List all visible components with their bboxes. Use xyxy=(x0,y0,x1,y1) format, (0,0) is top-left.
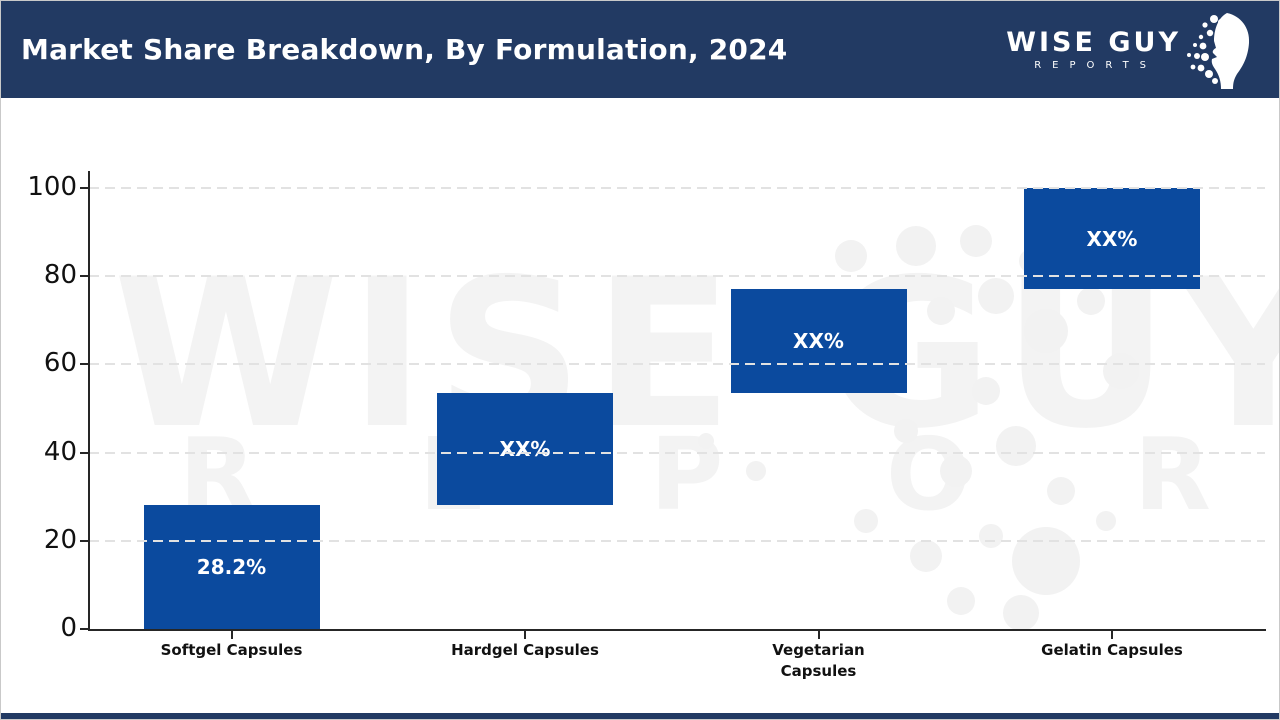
gridline-40 xyxy=(89,451,1265,454)
bar-value-label-vegetarian-capsules: XX% xyxy=(793,329,844,354)
x-category-label-softgel-capsules: Softgel Capsules xyxy=(160,641,303,659)
y-tick-label-20: 20 xyxy=(43,524,77,555)
logo-line2: REPORTS xyxy=(1034,59,1158,71)
y-tick-mark-100 xyxy=(80,187,88,189)
bar-value-label-hardgel-capsules: XX% xyxy=(499,436,551,461)
page-title: Market Share Breakdown, By Formulation, … xyxy=(21,33,788,66)
footer-bar xyxy=(1,713,1279,719)
logo-wordmark: WISE GUY REPORTS xyxy=(1006,29,1181,71)
y-tick-label-60: 60 xyxy=(43,348,77,379)
y-tick-mark-80 xyxy=(80,275,88,278)
x-axis-line xyxy=(88,629,1266,631)
bar-value-label-gelatin-capsules: XX% xyxy=(1086,226,1138,251)
y-tick-mark-20 xyxy=(80,539,88,542)
y-tick-mark-0 xyxy=(80,628,88,630)
y-tick-label-0: 0 xyxy=(60,613,77,643)
logo-face-icon xyxy=(1187,12,1250,89)
bar-hardgel-capsules: XX% xyxy=(437,393,613,505)
y-tick-mark-40 xyxy=(80,451,88,454)
x-tick-mark-gelatin-capsules xyxy=(1111,631,1113,639)
x-tick-mark-vegetarian-capsules xyxy=(817,631,820,639)
bar-gelatin-capsules: XX% xyxy=(1024,188,1200,290)
wise-guy-logo: WISE GUY REPORTS xyxy=(1006,10,1253,90)
x-category-label-vegetarian-capsules: Vegetarian Capsules xyxy=(772,641,865,680)
bar-value-label-softgel-capsules: 28.2% xyxy=(196,554,267,579)
x-tick-mark-hardgel-capsules xyxy=(524,631,526,639)
y-axis-line xyxy=(88,171,90,631)
gridline-20 xyxy=(89,539,1265,542)
gridline-100 xyxy=(89,187,1265,189)
bar-softgel-capsules: 28.2% xyxy=(143,504,320,629)
x-tick-mark-softgel-capsules xyxy=(230,631,233,639)
x-category-label-gelatin-capsules: Gelatin Capsules xyxy=(1041,641,1183,659)
x-category-label-hardgel-capsules: Hardgel Capsules xyxy=(451,641,599,659)
gridline-80 xyxy=(89,275,1265,278)
y-tick-label-40: 40 xyxy=(43,436,77,467)
bar-vegetarian-capsules: XX% xyxy=(730,289,907,394)
y-tick-label-100: 100 xyxy=(27,172,77,202)
gridline-60 xyxy=(89,363,1265,366)
header-bar: Market Share Breakdown, By Formulation, … xyxy=(1,1,1279,98)
logo-line1: WISE GUY xyxy=(1006,26,1181,58)
y-tick-label-80: 80 xyxy=(43,260,77,291)
watermark-text-line2: R E P O R T S xyxy=(179,416,1279,533)
y-tick-mark-60 xyxy=(80,363,88,366)
